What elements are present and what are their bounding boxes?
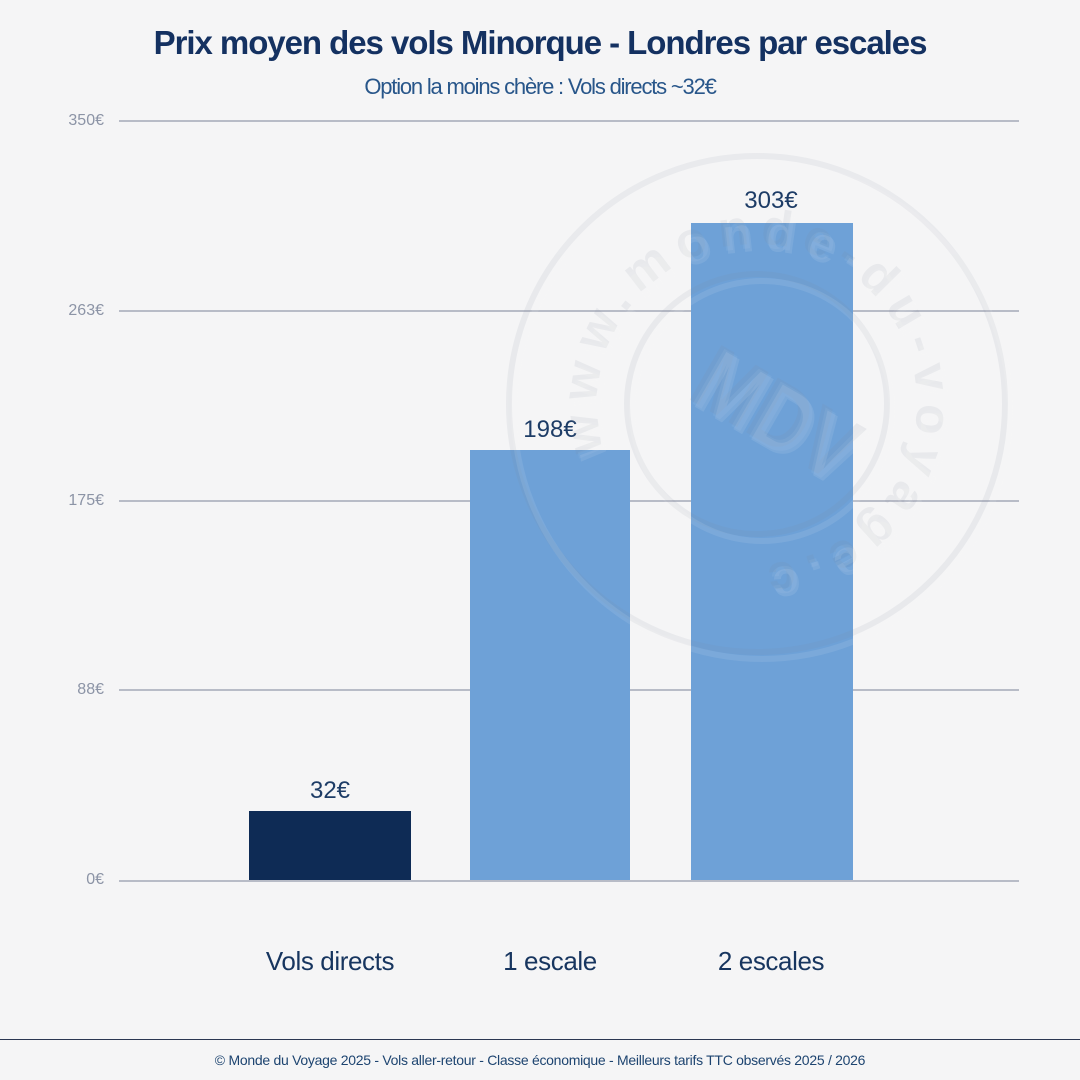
svg-text:www.monde-du-voyage.com -: www.monde-du-voyage.com - xyxy=(0,0,966,614)
